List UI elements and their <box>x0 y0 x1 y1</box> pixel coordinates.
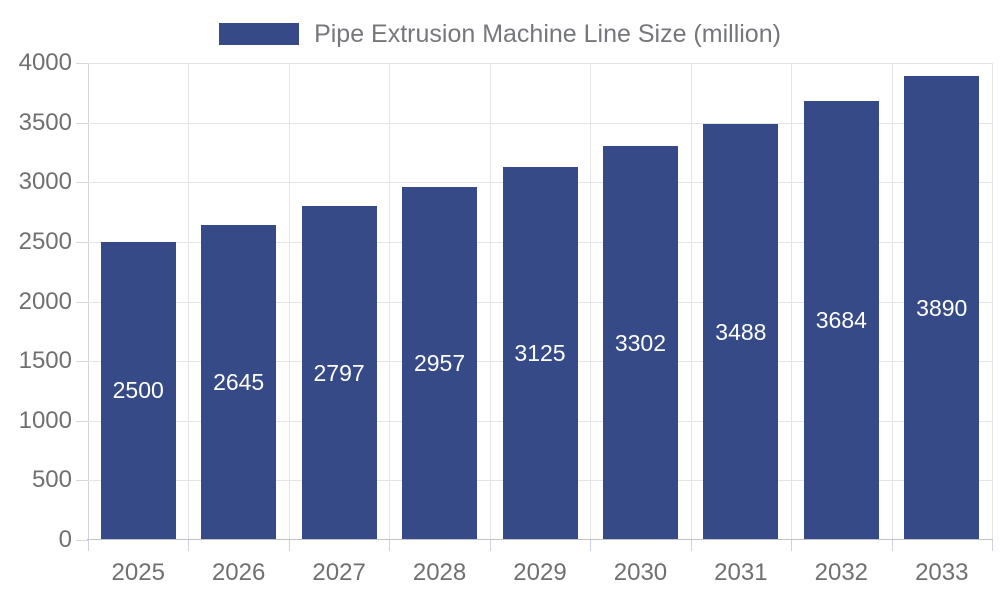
y-axis-tick <box>76 301 88 303</box>
plot-area: 0 500 1000 1500 2000 2500 3000 3500 4000 2500 2025… <box>19 51 993 585</box>
x-gridline <box>590 63 592 540</box>
y-axis-tick <box>76 122 88 124</box>
bar-value-label: 2645 <box>213 368 265 395</box>
bar-value-label: 3488 <box>715 318 767 345</box>
x-axis-line <box>87 539 993 540</box>
x-gridline <box>891 63 893 540</box>
y-axis-tick <box>76 63 88 64</box>
y-axis-tick <box>76 540 88 541</box>
x-axis-label: 2032 <box>814 559 869 586</box>
x-gridline <box>389 63 391 540</box>
y-axis-label: 500 <box>31 466 72 494</box>
x-axis-tick <box>791 540 793 551</box>
legend-series-label: Pipe Extrusion Machine Line Size (millio… <box>314 19 781 48</box>
x-gridline <box>188 63 190 540</box>
x-gridline <box>791 63 793 540</box>
x-axis-tick <box>389 540 391 551</box>
y-axis-label: 1000 <box>18 406 72 434</box>
bar-2028[interactable]: 2957 <box>402 187 478 540</box>
y-axis-tick <box>76 182 88 184</box>
bar-2026[interactable]: 2645 <box>201 224 277 540</box>
x-axis-label: 2029 <box>513 559 567 586</box>
y-axis-tick <box>76 361 88 363</box>
x-gridline <box>489 63 491 540</box>
x-axis-tick <box>88 540 89 551</box>
bar-value-label: 3684 <box>815 306 867 333</box>
x-axis-label: 2033 <box>915 559 969 586</box>
chart-legend[interactable]: Pipe Extrusion Machine Line Size (millio… <box>0 20 1000 48</box>
y-axis-label: 4000 <box>18 49 72 76</box>
x-axis-tick <box>891 540 893 551</box>
y-axis-tick <box>76 480 88 482</box>
x-gridline <box>288 63 290 540</box>
legend-swatch <box>219 23 300 45</box>
x-axis-tick <box>489 540 491 551</box>
x-axis-tick <box>288 540 290 551</box>
bar-value-label: 2797 <box>313 359 365 386</box>
y-axis-label: 2000 <box>18 287 72 315</box>
bar-value-label: 2500 <box>112 377 164 404</box>
bar-value-label: 3302 <box>614 329 667 356</box>
y-axis-label: 2500 <box>18 227 72 255</box>
bar-2031[interactable]: 3488 <box>703 124 779 540</box>
y-axis-tick <box>76 420 88 422</box>
bar-value-label: 2957 <box>413 350 466 377</box>
x-axis-tick <box>590 540 592 551</box>
x-axis-tick <box>690 540 692 551</box>
x-axis-tick <box>992 540 993 551</box>
bar-value-label: 3125 <box>514 340 566 367</box>
bar-2030[interactable]: 3302 <box>602 146 678 540</box>
x-axis-label: 2027 <box>312 559 366 586</box>
y-gridline <box>88 63 992 64</box>
x-axis-tick <box>188 540 190 551</box>
bar-2033[interactable]: 3890 <box>904 76 980 540</box>
bar-2029[interactable]: 3125 <box>502 167 578 540</box>
y-axis-label: 3000 <box>18 168 72 196</box>
x-axis-label: 2026 <box>211 559 266 586</box>
y-axis-tick <box>76 241 88 243</box>
y-axis-label: 0 <box>58 526 72 553</box>
x-axis-label: 2028 <box>412 559 467 586</box>
bar-value-label: 3890 <box>916 294 968 321</box>
y-gridline <box>88 122 992 124</box>
x-axis-label: 2025 <box>111 559 165 586</box>
x-axis-label: 2030 <box>613 559 668 586</box>
bar-2025[interactable]: 2500 <box>100 241 176 540</box>
y-axis-label: 3500 <box>18 108 72 136</box>
bar-2027[interactable]: 2797 <box>301 206 377 540</box>
x-gridline <box>690 63 692 540</box>
x-axis-label: 2031 <box>714 559 768 586</box>
bar-2032[interactable]: 3684 <box>803 100 879 540</box>
x-gridline <box>992 63 993 540</box>
y-axis-label: 1500 <box>18 347 72 375</box>
